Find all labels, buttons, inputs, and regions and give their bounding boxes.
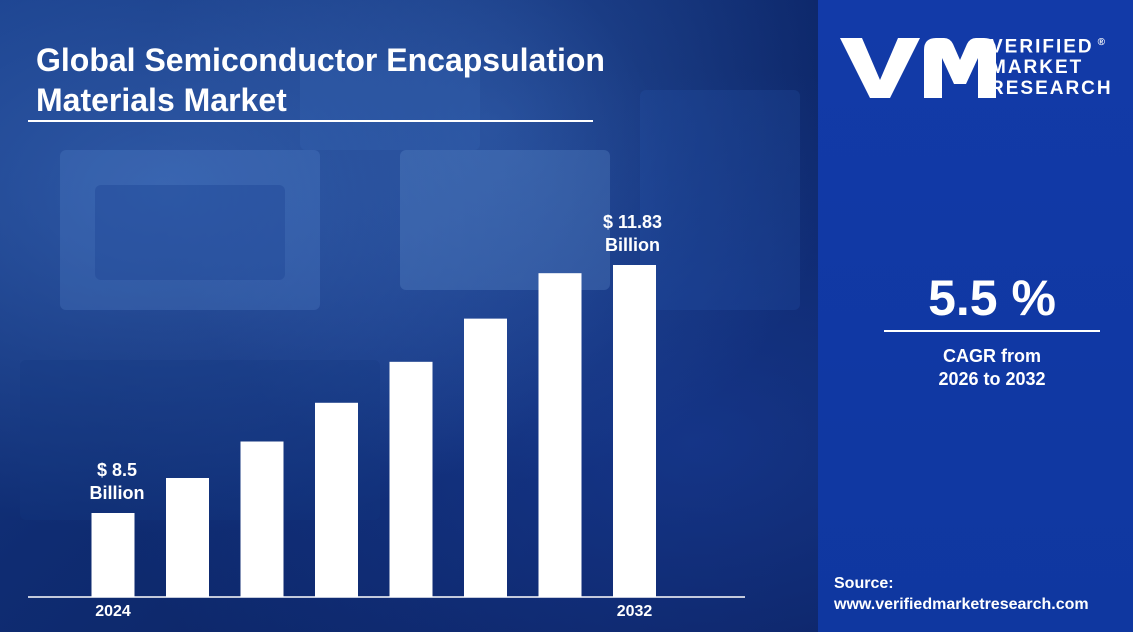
x-tick-label: 2024 (95, 603, 131, 620)
page-title: Global Semiconductor Encapsulation Mater… (36, 40, 736, 120)
label-group: 2024 2032 $ 8.5 Billion $ 11.83 Billion (90, 212, 663, 620)
brand-name: VERIFIED ® MARKET RESEARCH (990, 32, 1113, 99)
registered-mark: ® (1097, 37, 1107, 48)
cagr-label-line-2: 2026 to 2032 (938, 369, 1046, 389)
data-label-unit: Billion (605, 235, 660, 255)
title-underline (28, 120, 593, 122)
source-label: Source: (834, 575, 894, 592)
bar-chart: 2024 2032 $ 8.5 Billion $ 11.83 Billion (28, 212, 745, 620)
bar-index-3 (315, 402, 358, 597)
cagr-label-line-1: CAGR from (943, 346, 1041, 366)
chip-decoration (95, 185, 285, 280)
data-label-value: $ 11.83 (603, 212, 662, 232)
logo-m-shape (924, 38, 996, 98)
bar-index-6 (538, 273, 582, 597)
bar-index-2 (240, 441, 284, 597)
cagr-label: CAGR from 2026 to 2032 (884, 345, 1100, 391)
bar-2024 (91, 513, 135, 597)
cagr-divider (884, 330, 1100, 332)
bar-index-1 (166, 477, 209, 597)
title-line-2: Materials Market (36, 82, 287, 118)
bar-index-4 (389, 361, 433, 597)
source-block: Source: www.verifiedmarketresearch.com (834, 573, 1089, 615)
chip-decoration (640, 90, 800, 310)
background-panel (0, 0, 818, 632)
bar-index-5 (464, 318, 507, 597)
bar-2032 (613, 265, 656, 597)
chip-decoration (300, 60, 480, 150)
cagr-value: 5.5 % (928, 270, 1056, 326)
source-url: www.verifiedmarketresearch.com (834, 596, 1089, 613)
bar-group (91, 265, 656, 597)
brand-line-2: MARKET (990, 57, 1084, 79)
logo-v-shape (840, 38, 920, 98)
data-label-unit: Billion (90, 483, 145, 503)
data-label-value: $ 8.5 (97, 460, 137, 480)
summary-panel (818, 0, 1133, 632)
brand-line-1: VERIFIED (990, 36, 1094, 58)
title-line-1: Global Semiconductor Encapsulation (36, 42, 605, 78)
vmr-logo-icon (840, 38, 996, 98)
brand-line-3: RESEARCH (990, 78, 1113, 100)
x-tick-label: 2032 (617, 603, 653, 620)
circuit-board-decoration (60, 150, 320, 310)
chip-decoration (400, 150, 610, 290)
